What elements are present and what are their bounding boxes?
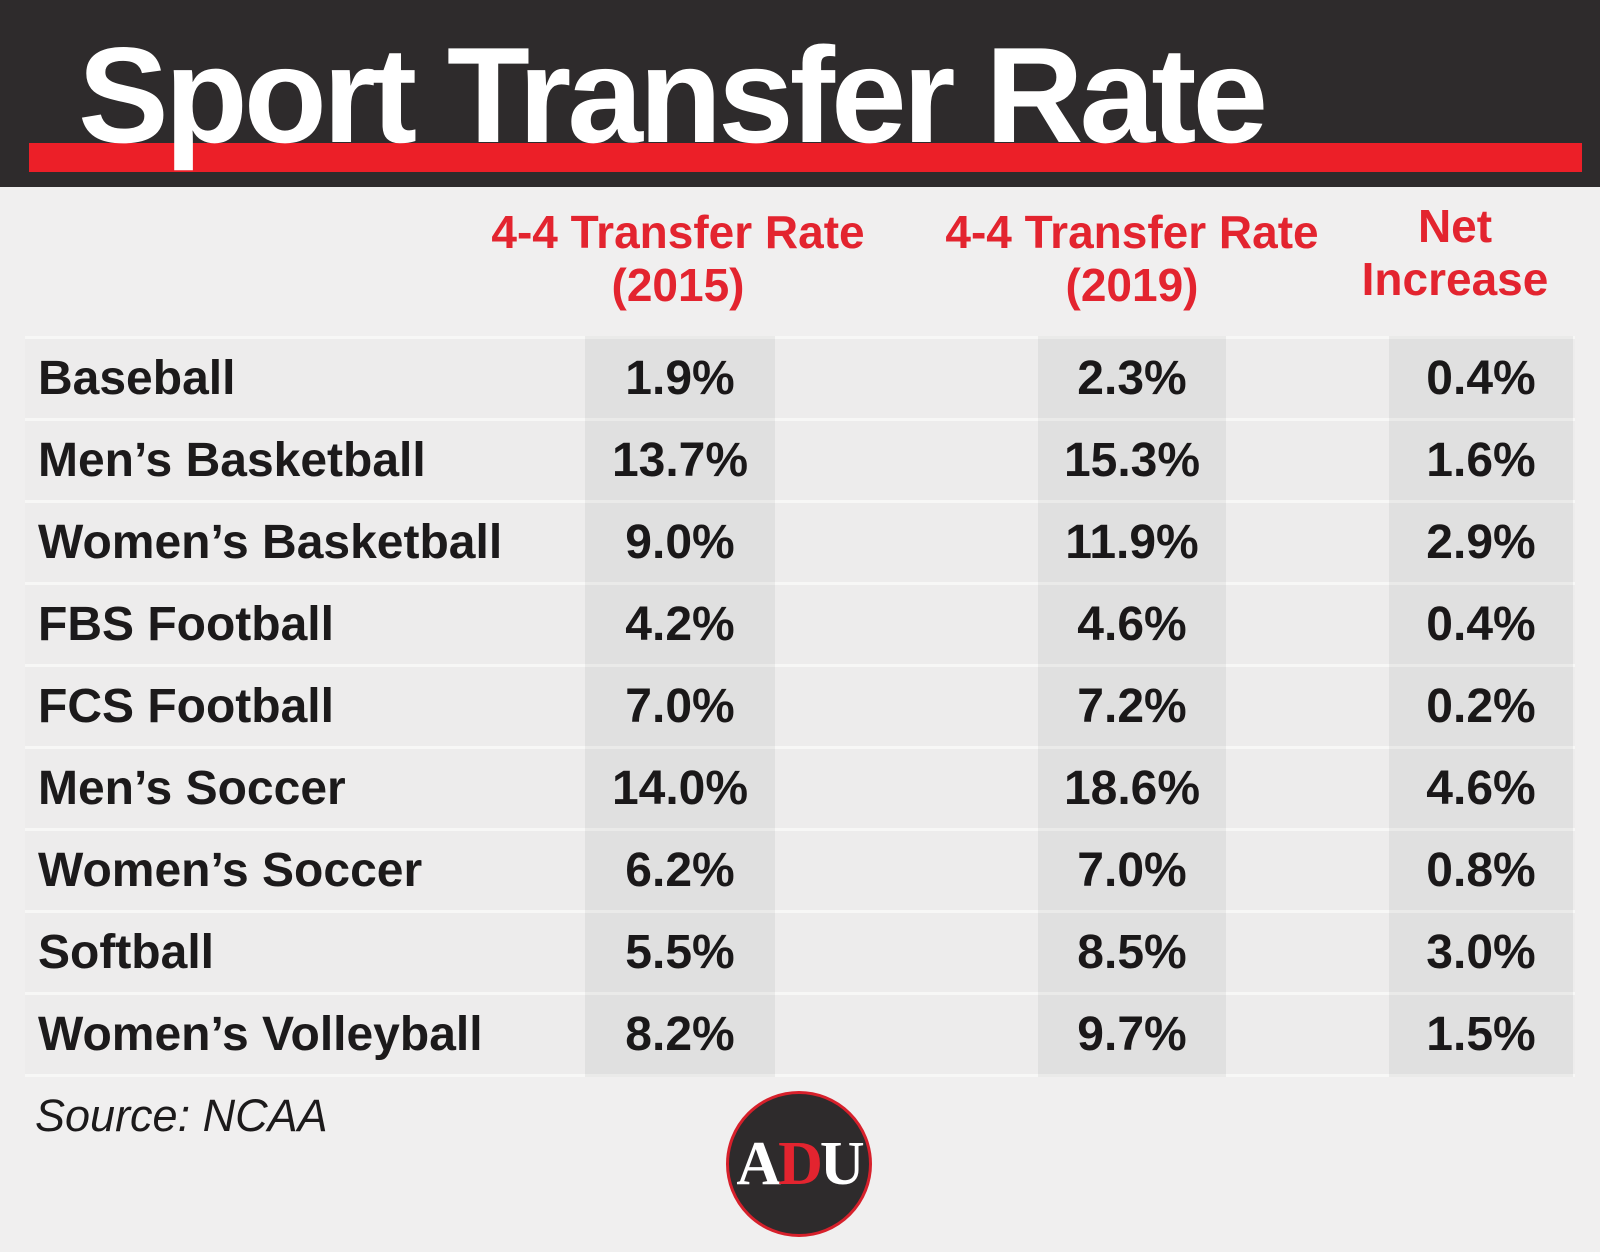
rate-2015-cell: 4.2%	[625, 598, 735, 651]
sport-name-cell: FBS Football	[38, 598, 334, 651]
column-header-2019-line1: 4-4 Transfer Rate	[945, 206, 1319, 258]
column-header-2019-line2: (2019)	[1065, 259, 1199, 311]
rate-2019-cell: 15.3%	[1063, 434, 1201, 487]
rate-2019-cell: 7.2%	[1077, 680, 1187, 733]
rate-2015-cell: 9.0%	[625, 516, 735, 569]
column-header-2015: 4-4 Transfer Rate (2015)	[478, 206, 878, 312]
rate-2015-cell: 8.2%	[625, 1008, 735, 1061]
net-increase-cell: 0.8%	[1426, 844, 1536, 897]
sport-name-cell: Women’s Soccer	[38, 844, 423, 897]
column-header-net-line2: Increase	[1361, 253, 1549, 305]
column-header-net-increase: Net Increase	[1335, 200, 1575, 306]
sport-name-cell: Women’s Volleyball	[38, 1008, 483, 1061]
net-increase-cell: 0.2%	[1426, 680, 1536, 733]
source-note: Source: NCAA	[35, 1090, 328, 1141]
sport-name-cell: Softball	[38, 926, 214, 979]
rate-2015-cell: 5.5%	[625, 926, 735, 979]
net-increase-cell: 2.9%	[1426, 516, 1536, 569]
net-increase-cell: 0.4%	[1426, 352, 1536, 405]
rate-2019-cell: 9.7%	[1077, 1008, 1187, 1061]
table-row: Women’s Soccer 6.2% 7.0% 0.8%	[25, 828, 1575, 910]
rate-2019-cell: 11.9%	[1065, 516, 1199, 569]
table-row: FCS Football 7.0% 7.2% 0.2%	[25, 664, 1575, 746]
adu-logo-letter-d: D	[778, 1129, 823, 1198]
net-increase-cell: 0.4%	[1426, 598, 1536, 651]
table-row: Baseball 1.9% 2.3% 0.4%	[25, 336, 1575, 418]
net-increase-cell: 4.6%	[1426, 762, 1536, 815]
net-increase-cell: 3.0%	[1426, 926, 1536, 979]
title-underline-bar	[29, 143, 1582, 172]
net-increase-cell: 1.5%	[1426, 1008, 1536, 1061]
rate-2019-cell: 7.0%	[1077, 844, 1187, 897]
column-header-net-line1: Net	[1417, 200, 1493, 252]
sport-name-cell: Men’s Soccer	[38, 762, 346, 815]
adu-logo: A D U	[726, 1091, 872, 1237]
net-increase-cell: 1.6%	[1426, 434, 1536, 487]
sport-name-cell: Women’s Basketball	[38, 516, 503, 569]
sport-name-cell: Baseball	[38, 352, 236, 405]
adu-logo-letter-a: A	[736, 1129, 781, 1198]
rate-2019-cell: 18.6%	[1063, 762, 1201, 815]
table-row: Women’s Basketball 9.0% 11.9% 2.9%	[25, 500, 1575, 582]
transfer-rate-table: Baseball 1.9% 2.3% 0.4% Men’s Basketball…	[25, 336, 1575, 1077]
table-row: Women’s Volleyball 8.2% 9.7% 1.5%	[25, 992, 1575, 1074]
table-row: Softball 5.5% 8.5% 3.0%	[25, 910, 1575, 992]
adu-logo-letter-u: U	[819, 1129, 865, 1198]
table-row: Men’s Basketball 13.7% 15.3% 1.6%	[25, 418, 1575, 500]
column-header-2015-line2: (2015)	[611, 259, 745, 311]
rate-2015-cell: 7.0%	[625, 680, 735, 733]
rate-2015-cell: 1.9%	[625, 352, 735, 405]
rate-2019-cell: 4.6%	[1077, 598, 1187, 651]
rate-2019-cell: 8.5%	[1077, 926, 1187, 979]
sport-name-cell: Men’s Basketball	[38, 434, 426, 487]
table-row: Men’s Soccer 14.0% 18.6% 4.6%	[25, 746, 1575, 828]
rate-2015-cell: 14.0%	[611, 762, 749, 815]
sport-name-cell: FCS Football	[38, 680, 334, 733]
page-title: Sport Transfer Rate	[78, 19, 1268, 171]
rate-2019-cell: 2.3%	[1077, 352, 1187, 405]
rate-2015-cell: 13.7%	[611, 434, 749, 487]
column-header-2019: 4-4 Transfer Rate (2019)	[932, 206, 1332, 312]
table-row: FBS Football 4.2% 4.6% 0.4%	[25, 582, 1575, 664]
rate-2015-cell: 6.2%	[625, 844, 735, 897]
title-banner: Sport Transfer Rate	[0, 0, 1600, 187]
column-header-2015-line1: 4-4 Transfer Rate	[491, 206, 865, 258]
